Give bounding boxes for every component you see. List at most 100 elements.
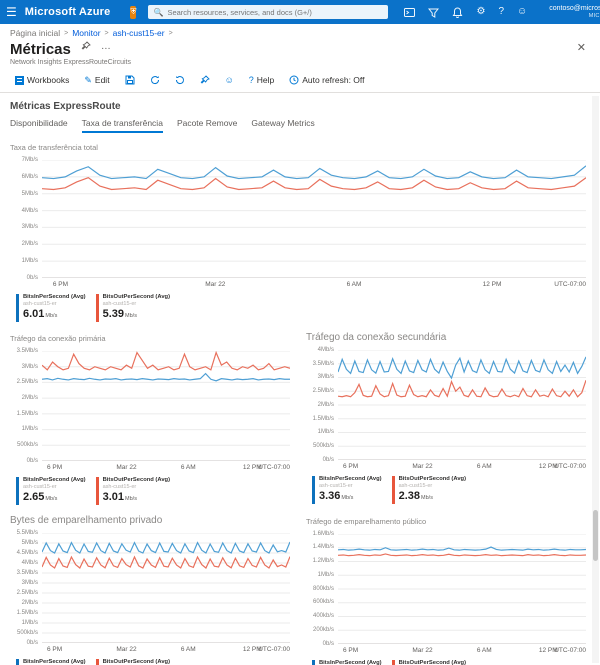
legend-item[interactable]: BitsInPerSecond (Avg) ash-cust15-er 2.65Mb…	[16, 476, 86, 505]
series-line	[338, 380, 586, 397]
chart-plot-area[interactable]: 4Mb/s 3.5Mb/s 3Mb/s 2.5Mb/s 2Mb/s 1.5Mb/s 1Mb/…	[313, 347, 586, 463]
auto-refresh-toggle[interactable]: Auto refresh: Off	[284, 73, 369, 87]
directory-filter-icon[interactable]	[428, 7, 440, 18]
legend-item[interactable]: BitsInPerSecond (Avg)ash-cust15-er4.63Mb…	[16, 658, 86, 665]
y-axis-tick-label: 0b/s	[322, 640, 334, 647]
legend-avg-value: 3.01Mb/s	[102, 490, 137, 503]
x-axis-tick-label: 6 PM	[342, 646, 359, 654]
legend-item[interactable]: BitsInPerSecond (Avg) ash-cust15-er 6.01Mb…	[16, 294, 86, 322]
tab-pacote-remove[interactable]: Pacote Remove	[176, 118, 238, 128]
pin-icon[interactable]	[81, 41, 91, 54]
y-axis-tick-label: 0b/s	[26, 457, 38, 464]
edit-button[interactable]: ✎ Edit	[84, 74, 110, 85]
x-axis-tick-label: 6 AM	[476, 646, 492, 654]
legend-item[interactable]: BitsInPerSecond (Avg)ash-cust15-er1.38Mb…	[312, 659, 382, 665]
metrics-toolbar: Workbooks ✎ Edit ☺ ? Help Auto refresh: …	[0, 70, 600, 93]
search-input[interactable]	[167, 7, 384, 17]
legend-item[interactable]: BitsOutPerSecond (Avg)ash-cust15-er4.08M…	[95, 658, 170, 665]
chart-legend: BitsInPerSecond (Avg) ash-cust15-er 2.65Mb…	[10, 476, 290, 505]
y-axis-tick-label: 2Mb/s	[21, 241, 38, 248]
legend-item[interactable]: BitsOutPerSecond (Avg) ash-cust15-er 2.38M…	[391, 475, 466, 504]
x-axis-tick-label: 6 PM	[46, 645, 63, 653]
legend-item[interactable]: BitsOutPerSecond (Avg)ash-cust15-er1.31M…	[391, 659, 466, 665]
help-icon[interactable]: ?	[498, 6, 505, 17]
workbook-content: Métricas ExpressRoute Disponibilidade Ta…	[0, 93, 600, 665]
account-info[interactable]: contoso@microsoft.com MICROSOFT	[549, 5, 600, 19]
y-axis-tick-label: 500kb/s	[16, 442, 38, 449]
chart-plot-area[interactable]: 1.6Mb/s 1.4Mb/s 1.2Mb/s 1Mb/s 800kb/s 600kb/s…	[313, 531, 586, 647]
legend-item[interactable]: BitsOutPerSecond (Avg) ash-cust15-er 3.01M…	[95, 476, 170, 505]
global-search[interactable]: 🔍	[148, 5, 389, 19]
save-icon	[125, 75, 135, 85]
legend-avg-value: 3.36Mb/s	[319, 489, 354, 502]
pin-chart-button[interactable]	[195, 73, 215, 87]
y-axis-tick-label: 3.5Mb/s	[312, 360, 334, 367]
chart-secondary-connection-traffic: Tráfego da conexão secundária 4Mb/s 3.5Mb…	[306, 330, 586, 505]
vertical-scrollbar[interactable]	[592, 96, 599, 663]
feedback-button[interactable]: ☺	[220, 74, 239, 87]
chart-title: Tráfego da conexão secundária	[306, 331, 447, 343]
x-axis-tick-label: 12 PM	[482, 281, 502, 288]
close-icon[interactable]: ✕	[576, 42, 586, 54]
notifications-bell-icon[interactable]	[452, 6, 463, 18]
y-axis-tick-label: 3.5Mb/s	[16, 569, 38, 576]
legend-item[interactable]: BitsInPerSecond (Avg) ash-cust15-er 3.36Mb…	[312, 475, 382, 504]
cloud-shell-icon[interactable]	[404, 7, 416, 18]
scrollbar-thumb[interactable]	[593, 509, 598, 561]
feedback-smiley-icon: ☺	[224, 74, 234, 85]
y-axis-tick-label: 3Mb/s	[21, 224, 38, 231]
y-axis-tick-label: 2Mb/s	[317, 401, 334, 408]
refresh-button[interactable]	[145, 73, 165, 87]
chart-plot-area[interactable]: 5.5Mb/s 5Mb/s 4.5Mb/s 4Mb/s 3.5Mb/s 3Mb/s 2.5M…	[17, 530, 290, 646]
breadcrumb-circuit[interactable]: ash-cust15-er	[112, 28, 165, 38]
legend-resource-name: ash-cust15-er	[102, 484, 137, 491]
tab-disponibilidade[interactable]: Disponibilidade	[10, 118, 68, 128]
y-axis-tick-label: 5Mb/s	[21, 190, 38, 197]
settings-gear-icon[interactable]: ⚙	[476, 6, 486, 17]
legend-resource-name: ash-cust15-er	[23, 301, 57, 308]
y-axis-tick-label: 3Mb/s	[21, 579, 38, 586]
workbooks-button[interactable]: Workbooks	[10, 73, 74, 87]
breadcrumb-monitor[interactable]: Monitor	[72, 28, 101, 38]
shield-icon[interactable]: ⛨	[130, 5, 137, 19]
breadcrumb-home[interactable]: Página inicial	[10, 28, 61, 38]
chart-total-throughput: Taxa de transferência total 7Mb/s 6Mb/s 5M…	[10, 143, 586, 322]
save-button[interactable]	[120, 73, 140, 87]
timezone-label: UTC-07:00	[554, 646, 586, 654]
series-line	[42, 542, 290, 553]
x-axis-tick-label: 12 PM	[538, 646, 558, 654]
legend-color-bar	[312, 475, 315, 504]
legend-color-bar	[312, 659, 315, 665]
more-options-icon[interactable]: …	[100, 41, 111, 52]
y-axis-tick-label: 7Mb/s	[21, 157, 38, 163]
legend-color-bar	[391, 659, 395, 665]
hamburger-menu-icon[interactable]: ☰	[6, 5, 17, 19]
x-axis-tick-label: 6 AM	[180, 645, 196, 653]
legend-color-bar	[16, 294, 19, 322]
chart-plot-area[interactable]: 7Mb/s 6Mb/s 5Mb/s 4Mb/s 3Mb/s 2Mb/s 1Mb/s 0b/s	[22, 157, 586, 281]
y-axis-tick-label: 800kb/s	[312, 585, 334, 592]
legend-metric-name: BitsInPerSecond (Avg)	[319, 475, 382, 482]
legend-unit: Mb/s	[125, 495, 137, 502]
y-axis-tick-label: 1Mb/s	[21, 426, 38, 433]
legend-item[interactable]: BitsOutPerSecond (Avg) ash-cust15-er 5.39M…	[95, 294, 170, 322]
brand-title[interactable]: Microsoft Azure	[24, 6, 111, 18]
chart-plot-area[interactable]: 3.5Mb/s 3Mb/s 2.5Mb/s 2Mb/s 1.5Mb/s 1Mb/s 500k…	[17, 348, 290, 464]
search-icon: 🔍	[153, 7, 164, 17]
y-axis-tick-label: 4Mb/s	[21, 559, 38, 566]
y-axis-tick-label: 0b/s	[322, 456, 334, 463]
y-axis-tick-label: 500kb/s	[16, 629, 38, 636]
account-email: contoso@microsoft.com	[549, 4, 600, 12]
legend-resource-name: ash-cust15-er	[398, 483, 433, 490]
legend-resource-name: ash-cust15-er	[102, 301, 137, 308]
tab-taxa-de-transferencia[interactable]: Taxa de transferência	[81, 118, 163, 133]
legend-unit: Mb/s	[341, 494, 354, 501]
feedback-smiley-icon[interactable]: ☺	[517, 6, 528, 17]
azure-top-bar: ☰ Microsoft Azure ⛨ 🔍 ⚙ ? ☺ contoso@micr…	[0, 0, 600, 24]
x-axis-tick-label: Mar 22	[412, 462, 433, 470]
help-button[interactable]: ? Help	[248, 74, 275, 85]
y-axis-tick-label: 1.4Mb/s	[312, 544, 334, 551]
x-axis-tick-label: 12 PM	[242, 463, 262, 471]
tab-gateway-metrics[interactable]: Gateway Metrics	[251, 118, 315, 128]
share-button[interactable]	[170, 73, 190, 87]
